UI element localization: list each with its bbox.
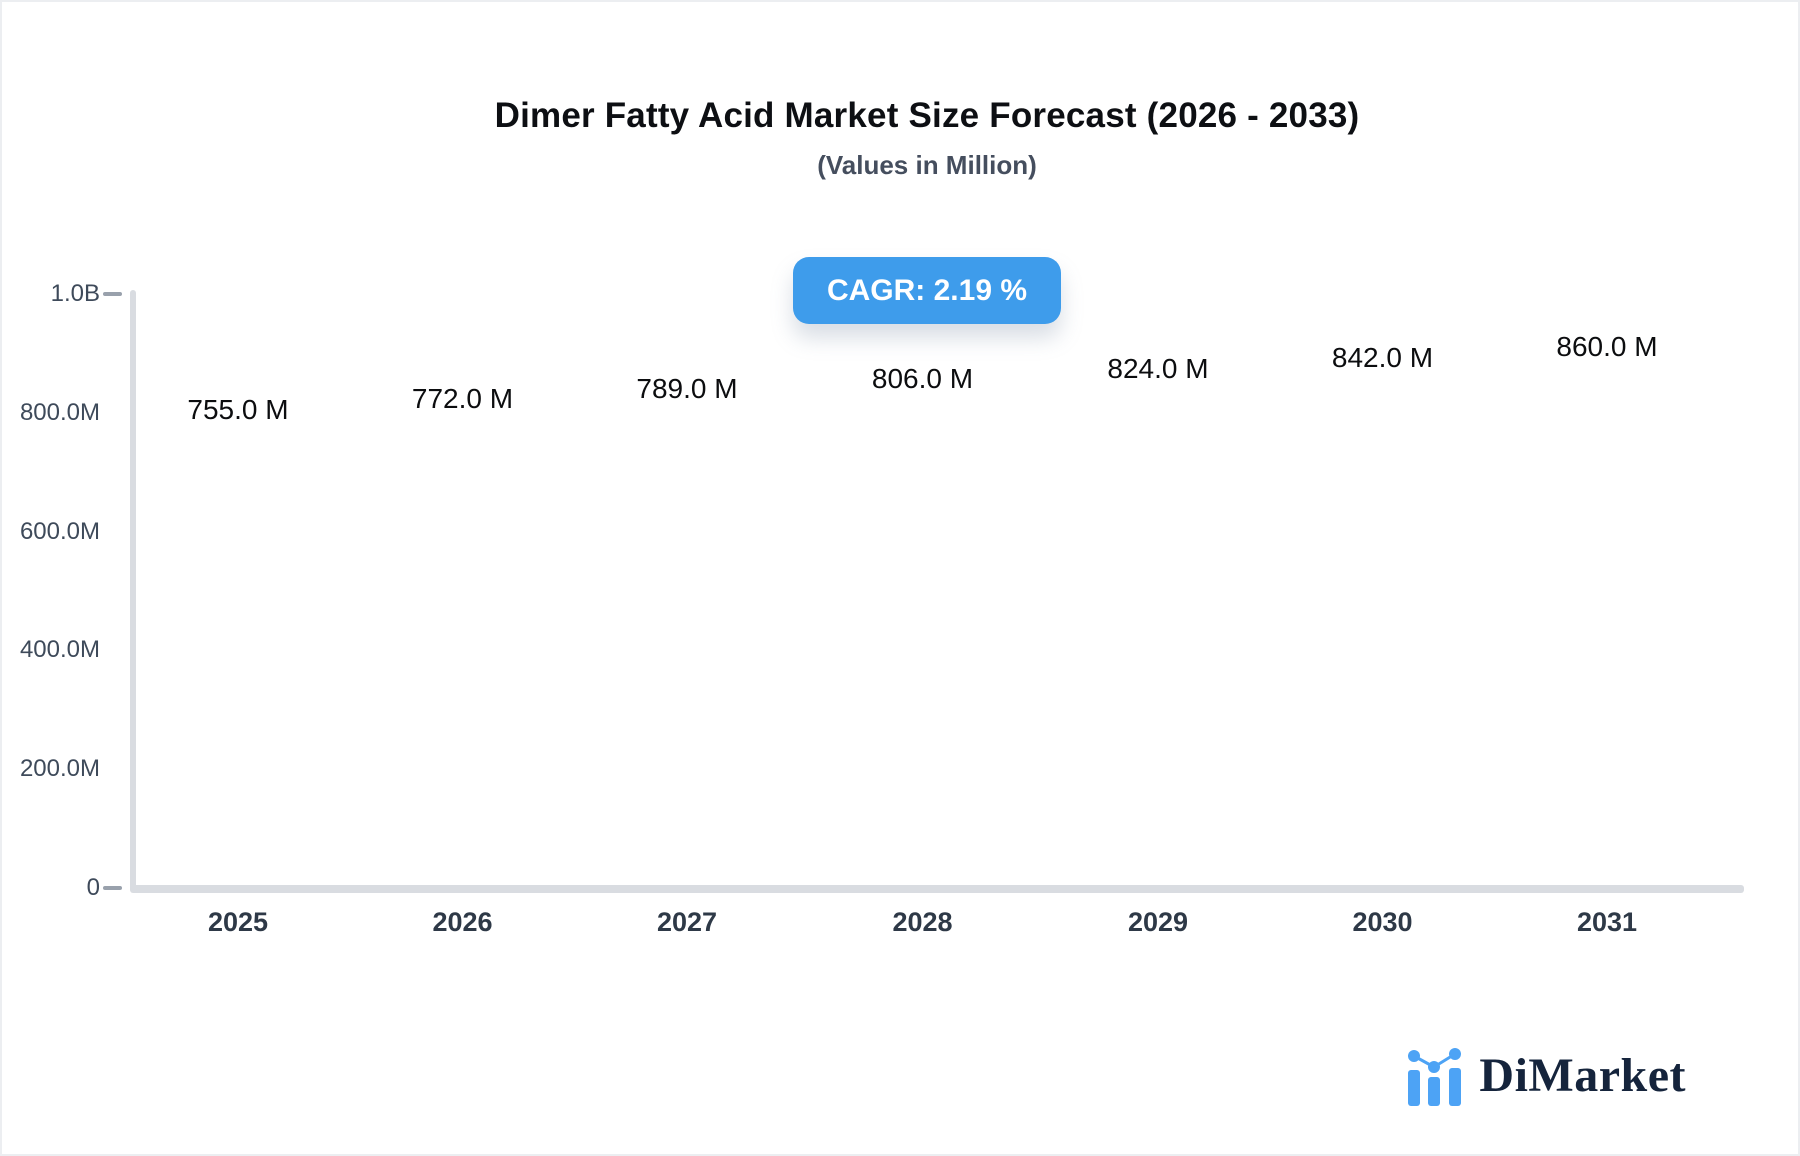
- bar-value-label: 860.0 M: [1556, 331, 1658, 362]
- x-tick-label: 2025: [207, 907, 269, 937]
- x-tick-label: 2031: [1576, 907, 1638, 937]
- y-tick-label: 400.0M: [19, 636, 100, 664]
- x-tick-label: 2027: [656, 907, 718, 937]
- chart-title: Dimer Fatty Acid Market Size Forecast (2…: [494, 96, 1360, 135]
- y-tick-label: 600.0M: [19, 517, 100, 545]
- bar-value-label: 842.0 M: [1331, 342, 1434, 373]
- chart-subtitle: (Values in Million): [817, 150, 1037, 180]
- x-axis-line: [130, 885, 1744, 893]
- y-tick-dash: [103, 886, 122, 890]
- x-tick-label: 2028: [892, 907, 953, 937]
- x-tick-label: 2026: [432, 907, 493, 937]
- y-axis-line: [130, 290, 136, 892]
- cagr-badge: CAGR: 2.19 %: [793, 257, 1061, 324]
- x-tick-label: 2029: [1127, 907, 1189, 937]
- cagr-badge-label: CAGR: 2.19 %: [826, 273, 1028, 307]
- logo-bar-chart-icon: [1405, 1044, 1465, 1106]
- logo-text: DiMarket: [1479, 1048, 1686, 1102]
- x-tick-label: 2030: [1352, 907, 1413, 937]
- logo: DiMarket: [1405, 1044, 1686, 1106]
- y-tick-label: 1.0B: [50, 280, 100, 307]
- bar-value-label: 772.0 M: [411, 383, 514, 414]
- y-tick-label: 800.0M: [19, 398, 100, 426]
- y-tick-label: 200.0M: [19, 755, 100, 783]
- bar-value-label: 824.0 M: [1107, 353, 1209, 384]
- bar-value-label: 789.0 M: [636, 373, 738, 404]
- bar-value-label: 806.0 M: [871, 363, 974, 394]
- y-tick-label: 0: [86, 874, 100, 901]
- bar-value-label: 755.0 M: [187, 394, 289, 425]
- y-tick-dash: [103, 292, 122, 296]
